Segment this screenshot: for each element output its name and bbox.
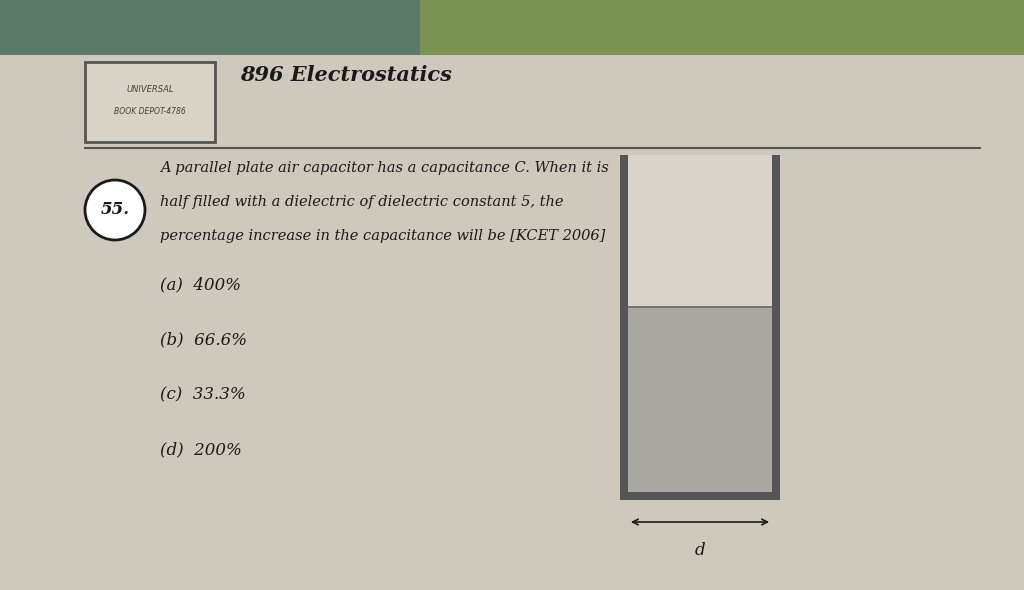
Bar [772, 155, 780, 500]
Text: d: d [694, 542, 706, 559]
Bar [620, 155, 628, 500]
Text: (b)  66.6%: (b) 66.6% [160, 332, 247, 349]
Text: A parallel plate air capacitor has a capacitance C. When it is: A parallel plate air capacitor has a cap… [160, 161, 608, 175]
Text: UNIVERSAL: UNIVERSAL [126, 86, 174, 94]
Text: (c)  33.3%: (c) 33.3% [160, 386, 246, 404]
Bar [0, 0, 420, 55]
Bar [628, 155, 772, 307]
Bar [0, 0, 1024, 55]
Text: BOOK DEPOT-4786: BOOK DEPOT-4786 [114, 107, 186, 116]
Bar [628, 307, 772, 492]
Text: (d)  200%: (d) 200% [160, 441, 242, 458]
Text: 896 Electrostatics: 896 Electrostatics [240, 65, 452, 85]
Text: (a)  400%: (a) 400% [160, 277, 241, 293]
Bar [85, 62, 215, 142]
Text: half filled with a dielectric of dielectric constant 5, the: half filled with a dielectric of dielect… [160, 195, 563, 209]
Bar [620, 492, 780, 500]
Text: percentage increase in the capacitance will be [KCET 2006]: percentage increase in the capacitance w… [160, 229, 605, 243]
Circle shape [85, 180, 145, 240]
Text: 55.: 55. [100, 202, 129, 218]
